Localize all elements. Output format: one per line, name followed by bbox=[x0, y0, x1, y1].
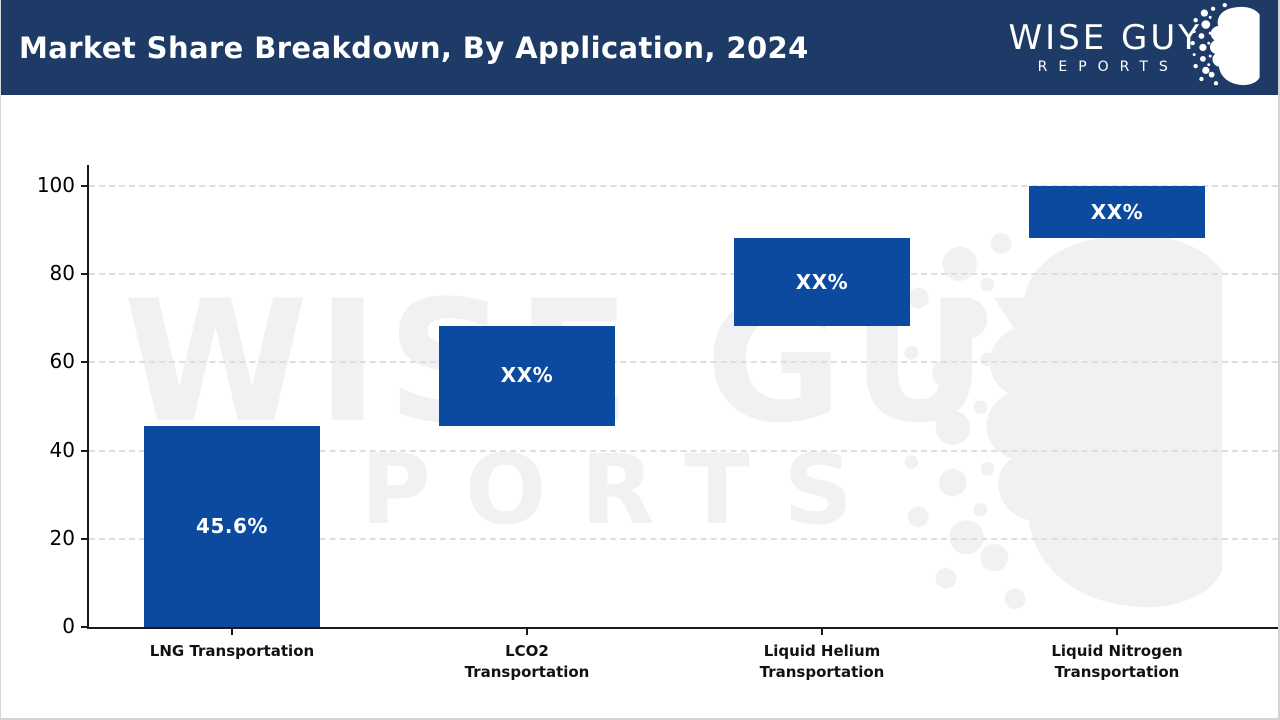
bar-segment: XX% bbox=[1029, 186, 1205, 239]
category-label: LCO2 Transportation bbox=[417, 641, 637, 683]
y-gridline bbox=[89, 449, 1278, 452]
y-tick bbox=[81, 449, 89, 452]
watermark-head-icon bbox=[894, 216, 1223, 609]
bar-value-label: 45.6% bbox=[196, 513, 268, 538]
category-label: LNG Transportation bbox=[122, 641, 342, 662]
bar-value-label: XX% bbox=[1090, 200, 1144, 224]
category-label-line: Transportation bbox=[759, 663, 885, 681]
bar-segment: 45.6% bbox=[144, 425, 320, 627]
y-tick-label: 20 bbox=[49, 525, 75, 550]
y-tick bbox=[81, 273, 89, 276]
bar-value-label: XX% bbox=[500, 363, 554, 388]
y-tick-label: 40 bbox=[49, 437, 75, 462]
y-tick-label: 60 bbox=[49, 349, 75, 374]
y-tick-label: 80 bbox=[49, 261, 75, 286]
category-label: Liquid Nitrogen Transportation bbox=[1007, 641, 1227, 683]
x-tick bbox=[821, 627, 823, 635]
y-tick-label: 0 bbox=[62, 614, 75, 638]
category-label-line: Liquid Helium bbox=[763, 642, 881, 660]
wiseguy-logo: WISE GUY REPORTS bbox=[1008, 2, 1264, 89]
y-tick-label: 100 bbox=[36, 173, 75, 197]
chart-title: Market Share Breakdown, By Application, … bbox=[19, 30, 809, 65]
logo-text: WISE GUY REPORTS bbox=[1008, 21, 1202, 75]
category-label-line: LCO2 bbox=[505, 642, 549, 660]
logo-head-icon bbox=[1190, 2, 1260, 85]
y-gridline bbox=[89, 361, 1278, 364]
y-tick bbox=[81, 537, 89, 540]
category-label: Liquid Helium Transportation bbox=[712, 641, 932, 683]
bar-segment: XX% bbox=[734, 238, 910, 327]
y-tick bbox=[81, 626, 89, 628]
category-label-line: Transportation bbox=[464, 663, 590, 681]
category-label-line: LNG Transportation bbox=[149, 642, 315, 660]
x-tick bbox=[526, 627, 528, 635]
bar-value-label: XX% bbox=[795, 270, 849, 295]
x-tick bbox=[1116, 627, 1118, 635]
y-gridline bbox=[89, 273, 1278, 276]
y-tick bbox=[81, 185, 89, 187]
logo-wordmark: WISE GUY bbox=[1008, 17, 1202, 58]
y-axis-line bbox=[87, 165, 89, 629]
y-gridline bbox=[89, 537, 1278, 540]
y-tick bbox=[81, 361, 89, 364]
category-label-line: Transportation bbox=[1054, 663, 1180, 681]
y-gridline bbox=[89, 185, 1278, 187]
header-bar: Market Share Breakdown, By Application, … bbox=[1, 0, 1278, 95]
logo-subtitle: REPORTS bbox=[1037, 58, 1179, 75]
x-tick bbox=[231, 627, 233, 635]
x-axis-line bbox=[87, 627, 1278, 629]
category-label-line: Liquid Nitrogen bbox=[1051, 642, 1183, 660]
bar-segment: XX% bbox=[439, 326, 615, 426]
